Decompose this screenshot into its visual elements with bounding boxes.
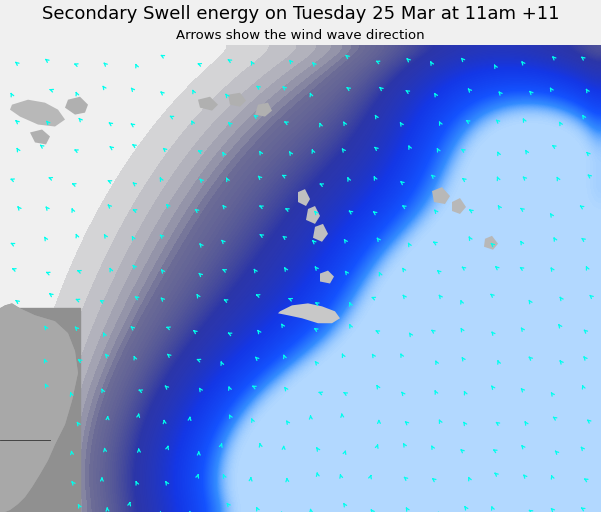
Text: Secondary Swell energy on Tuesday 25 Mar at 11am +11: Secondary Swell energy on Tuesday 25 Mar… xyxy=(41,5,560,23)
Polygon shape xyxy=(228,93,246,106)
Polygon shape xyxy=(30,130,50,144)
Polygon shape xyxy=(0,304,78,512)
Polygon shape xyxy=(255,103,272,117)
Polygon shape xyxy=(432,187,450,204)
Polygon shape xyxy=(320,270,334,284)
Polygon shape xyxy=(298,189,310,206)
Polygon shape xyxy=(65,97,88,115)
Polygon shape xyxy=(306,206,320,224)
Polygon shape xyxy=(278,304,340,323)
Text: Arrows show the wind wave direction: Arrows show the wind wave direction xyxy=(176,29,425,41)
Polygon shape xyxy=(484,236,498,250)
Polygon shape xyxy=(198,97,218,111)
Polygon shape xyxy=(452,198,466,214)
Polygon shape xyxy=(0,304,78,512)
Polygon shape xyxy=(0,308,80,512)
Polygon shape xyxy=(10,100,65,126)
Polygon shape xyxy=(313,224,328,242)
